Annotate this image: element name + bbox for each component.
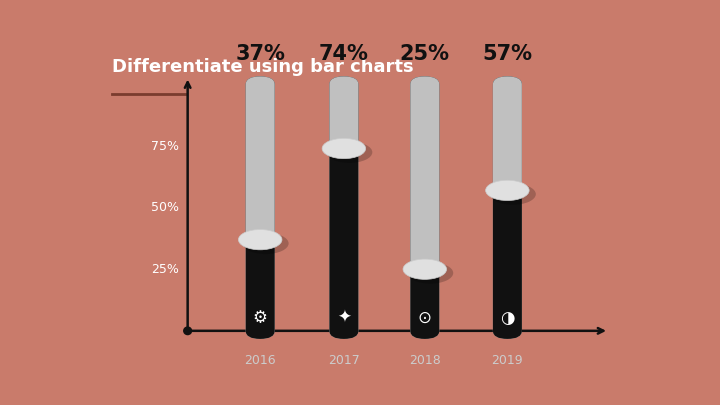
Text: ✦: ✦ — [337, 309, 351, 327]
Text: 2016: 2016 — [244, 354, 276, 367]
Text: Differentiate using bar charts: Differentiate using bar charts — [112, 58, 414, 76]
FancyBboxPatch shape — [493, 77, 522, 339]
FancyBboxPatch shape — [410, 77, 439, 339]
Text: 2018: 2018 — [409, 354, 441, 367]
FancyBboxPatch shape — [246, 77, 275, 248]
Text: ◑: ◑ — [500, 309, 515, 327]
FancyBboxPatch shape — [329, 77, 359, 339]
FancyBboxPatch shape — [246, 77, 275, 339]
Text: 25%: 25% — [151, 263, 179, 276]
Text: 37%: 37% — [235, 44, 285, 64]
Text: ⊙: ⊙ — [418, 309, 432, 327]
Text: 2017: 2017 — [328, 354, 360, 367]
FancyBboxPatch shape — [493, 77, 522, 339]
FancyBboxPatch shape — [410, 77, 439, 277]
FancyBboxPatch shape — [329, 77, 359, 157]
Text: 25%: 25% — [400, 44, 450, 64]
Ellipse shape — [243, 233, 289, 254]
FancyBboxPatch shape — [329, 77, 359, 339]
FancyBboxPatch shape — [493, 77, 522, 198]
Ellipse shape — [485, 180, 529, 200]
Text: 74%: 74% — [319, 44, 369, 64]
Text: 2019: 2019 — [492, 354, 523, 367]
Text: 50%: 50% — [151, 201, 179, 214]
Text: 57%: 57% — [482, 44, 532, 64]
Text: ⚙: ⚙ — [253, 309, 268, 327]
Ellipse shape — [490, 183, 536, 205]
Text: 75%: 75% — [151, 140, 179, 153]
Ellipse shape — [322, 139, 366, 159]
Ellipse shape — [403, 259, 446, 279]
Ellipse shape — [408, 262, 453, 284]
FancyBboxPatch shape — [246, 77, 275, 339]
FancyBboxPatch shape — [410, 77, 439, 339]
Ellipse shape — [238, 230, 282, 250]
Ellipse shape — [183, 326, 192, 335]
Ellipse shape — [327, 142, 372, 163]
